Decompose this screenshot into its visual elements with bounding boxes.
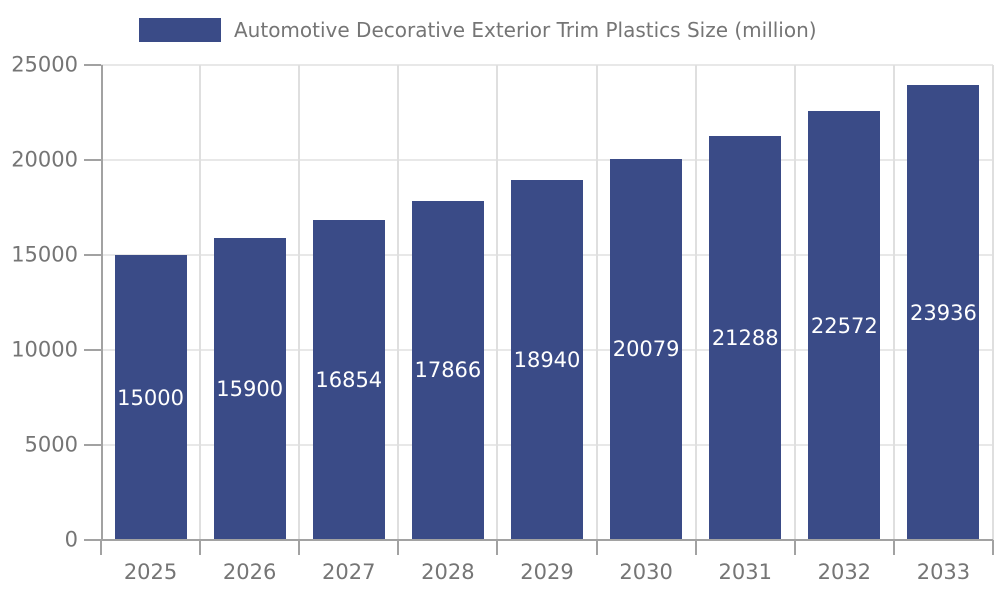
bar-value-label: 15900 xyxy=(216,376,284,401)
x-axis-label: 2027 xyxy=(322,560,376,584)
y-axis-tick xyxy=(84,159,101,161)
gridline-vertical xyxy=(892,65,895,540)
x-axis-tick xyxy=(892,540,895,555)
y-axis-tick xyxy=(84,444,101,446)
x-axis-tick xyxy=(199,540,202,555)
x-axis-label: 2029 xyxy=(520,560,574,584)
y-axis-tick xyxy=(84,349,101,351)
y-axis-tick xyxy=(84,64,101,66)
gridline-vertical xyxy=(298,65,301,540)
x-axis-tick xyxy=(496,540,499,555)
y-axis-line xyxy=(101,65,103,540)
bar-value-label: 23936 xyxy=(910,300,977,325)
y-axis-label: 5000 xyxy=(24,432,78,457)
gridline-vertical xyxy=(793,65,796,540)
bar-value-label: 21288 xyxy=(711,325,779,350)
x-axis-tick xyxy=(100,540,102,555)
x-axis-tick xyxy=(793,540,796,555)
x-axis-label: 2026 xyxy=(222,560,277,584)
gridline-vertical xyxy=(397,65,400,540)
legend-label: Automotive Decorative Exterior Trim Plas… xyxy=(234,18,817,42)
gridline-vertical xyxy=(595,65,598,540)
x-axis-line xyxy=(101,539,993,541)
bar[interactable]: 15900 xyxy=(213,237,286,540)
bar[interactable]: 17866 xyxy=(411,200,484,540)
y-axis-label: 25000 xyxy=(11,52,78,77)
bar[interactable]: 18940 xyxy=(511,180,583,540)
x-axis-label: 2030 xyxy=(619,560,673,584)
bar[interactable]: 22572 xyxy=(808,111,881,540)
bar[interactable]: 23936 xyxy=(907,85,980,540)
y-axis-label: 10000 xyxy=(11,337,78,362)
gridline-horizontal xyxy=(101,159,993,161)
x-axis-label: 2025 xyxy=(123,560,178,584)
x-axis-tick xyxy=(694,540,697,555)
x-axis-tick xyxy=(397,540,400,555)
x-axis-label: 2033 xyxy=(916,560,971,584)
x-axis-label: 2028 xyxy=(421,560,475,584)
y-axis-label: 20000 xyxy=(11,147,78,172)
y-axis-tick xyxy=(84,254,101,256)
y-axis-tick xyxy=(84,539,101,541)
x-axis-tick xyxy=(298,540,301,555)
y-axis-label: 15000 xyxy=(11,242,78,267)
x-axis-label: 2031 xyxy=(718,560,772,584)
gridline-horizontal xyxy=(101,64,993,66)
bar[interactable]: 21288 xyxy=(709,135,782,540)
bar-value-label: 15000 xyxy=(117,385,184,410)
legend-swatch[interactable] xyxy=(139,18,221,42)
bar-value-label: 20079 xyxy=(612,337,680,362)
bar[interactable]: 15000 xyxy=(114,255,187,540)
x-axis-label: 2032 xyxy=(817,560,872,584)
x-axis-tick xyxy=(992,540,994,555)
gridline-vertical xyxy=(199,65,202,540)
bar-value-label: 18940 xyxy=(513,348,581,373)
plot-area: 0 5000 10000 15000 20000 25000 15000 2025 15900 2… xyxy=(11,53,994,584)
gridline-vertical xyxy=(694,65,697,540)
bar-value-label: 16854 xyxy=(315,367,383,392)
gridline-vertical xyxy=(496,65,499,540)
bar-value-label: 17866 xyxy=(414,358,482,383)
legend[interactable]: Automotive Decorative Exterior Trim Plas… xyxy=(139,16,817,44)
gridline-vertical xyxy=(992,65,994,540)
bar[interactable]: 20079 xyxy=(610,158,683,540)
bar[interactable]: 16854 xyxy=(312,219,385,540)
bar-value-label: 22572 xyxy=(810,313,878,338)
y-axis-label: 0 xyxy=(64,527,78,552)
x-axis-tick xyxy=(595,540,598,555)
